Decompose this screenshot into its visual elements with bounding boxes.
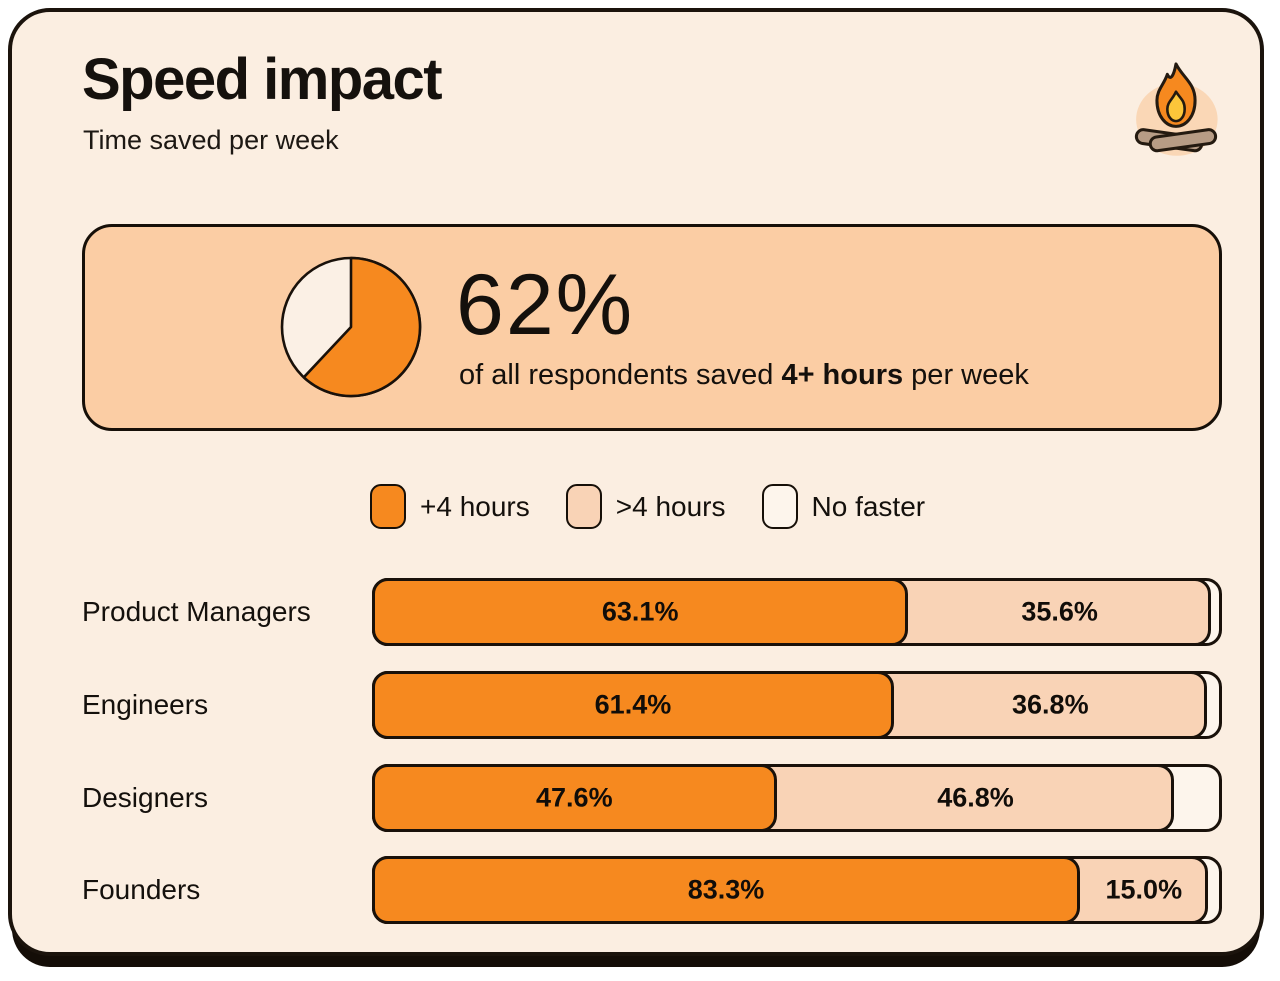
logs	[1134, 128, 1218, 153]
stat-description: of all respondents saved 4+ hours per we…	[459, 359, 1029, 392]
legend-label: >4 hours	[615, 490, 726, 522]
bar-value-label: 15.0%	[1105, 874, 1183, 905]
card: Speed impact Time saved per week 62% of …	[8, 8, 1264, 956]
bar-value-label: 35.6%	[1021, 596, 1098, 627]
bar-segment	[372, 670, 894, 739]
pie-chart	[278, 254, 424, 400]
stat-desc-bold: 4+ hours	[781, 359, 904, 391]
bar-chart: Product Managers 63.1% 35.6% Engineers 61.4%…	[12, 578, 1280, 938]
legend-swatch	[565, 484, 602, 529]
page-subtitle: Time saved per week	[83, 125, 339, 155]
bar-value-label: 47.6%	[536, 782, 613, 813]
stat-desc-prefix: of all respondents saved	[459, 359, 782, 391]
chart-row: Founders 83.3% 15.0%	[12, 856, 1280, 925]
bar-track: 61.4% 36.8%	[372, 670, 1222, 739]
chart-row: Designers 47.6% 46.8%	[12, 763, 1280, 832]
bar-segment	[372, 856, 1081, 925]
campfire-icon	[1134, 62, 1218, 156]
bar-track: 83.3% 15.0%	[372, 856, 1222, 925]
legend-swatch	[370, 484, 406, 529]
flame-inner	[1166, 90, 1186, 123]
legend-label: +4 hours	[420, 490, 530, 522]
legend-item: +4 hours	[370, 484, 530, 529]
page-title: Speed impact	[82, 47, 443, 112]
chart-row: Product Managers 63.1% 35.6%	[12, 578, 1280, 646]
row-label: Product Managers	[82, 596, 311, 627]
stat-value: 62%	[456, 257, 635, 353]
legend: +4 hours >4 hours No faster	[370, 484, 925, 529]
bar-value-label: 36.8%	[1012, 689, 1089, 720]
bar-track: 47.6% 46.8%	[372, 763, 1222, 832]
stat-desc-suffix: per week	[903, 359, 1029, 391]
legend-label: No faster	[811, 490, 926, 522]
row-label: Engineers	[82, 688, 209, 720]
highlight-stat-box	[82, 224, 1222, 431]
row-label: Founders	[82, 874, 201, 906]
chart-row: Engineers 61.4% 36.8%	[12, 670, 1280, 739]
bar-value-label: 63.1%	[601, 596, 679, 627]
bar-value-label: 61.4%	[594, 689, 672, 720]
bar-value-label: 83.3%	[687, 874, 765, 905]
legend-item: No faster	[761, 484, 926, 529]
bar-segment	[372, 763, 777, 832]
bar-value-label: 46.8%	[937, 782, 1014, 813]
row-label: Designers	[82, 781, 209, 813]
legend-item: >4 hours	[565, 484, 726, 529]
bar-track: 63.1% 35.6%	[372, 578, 1222, 646]
bar-segment	[372, 578, 909, 646]
legend-swatch	[761, 484, 798, 529]
